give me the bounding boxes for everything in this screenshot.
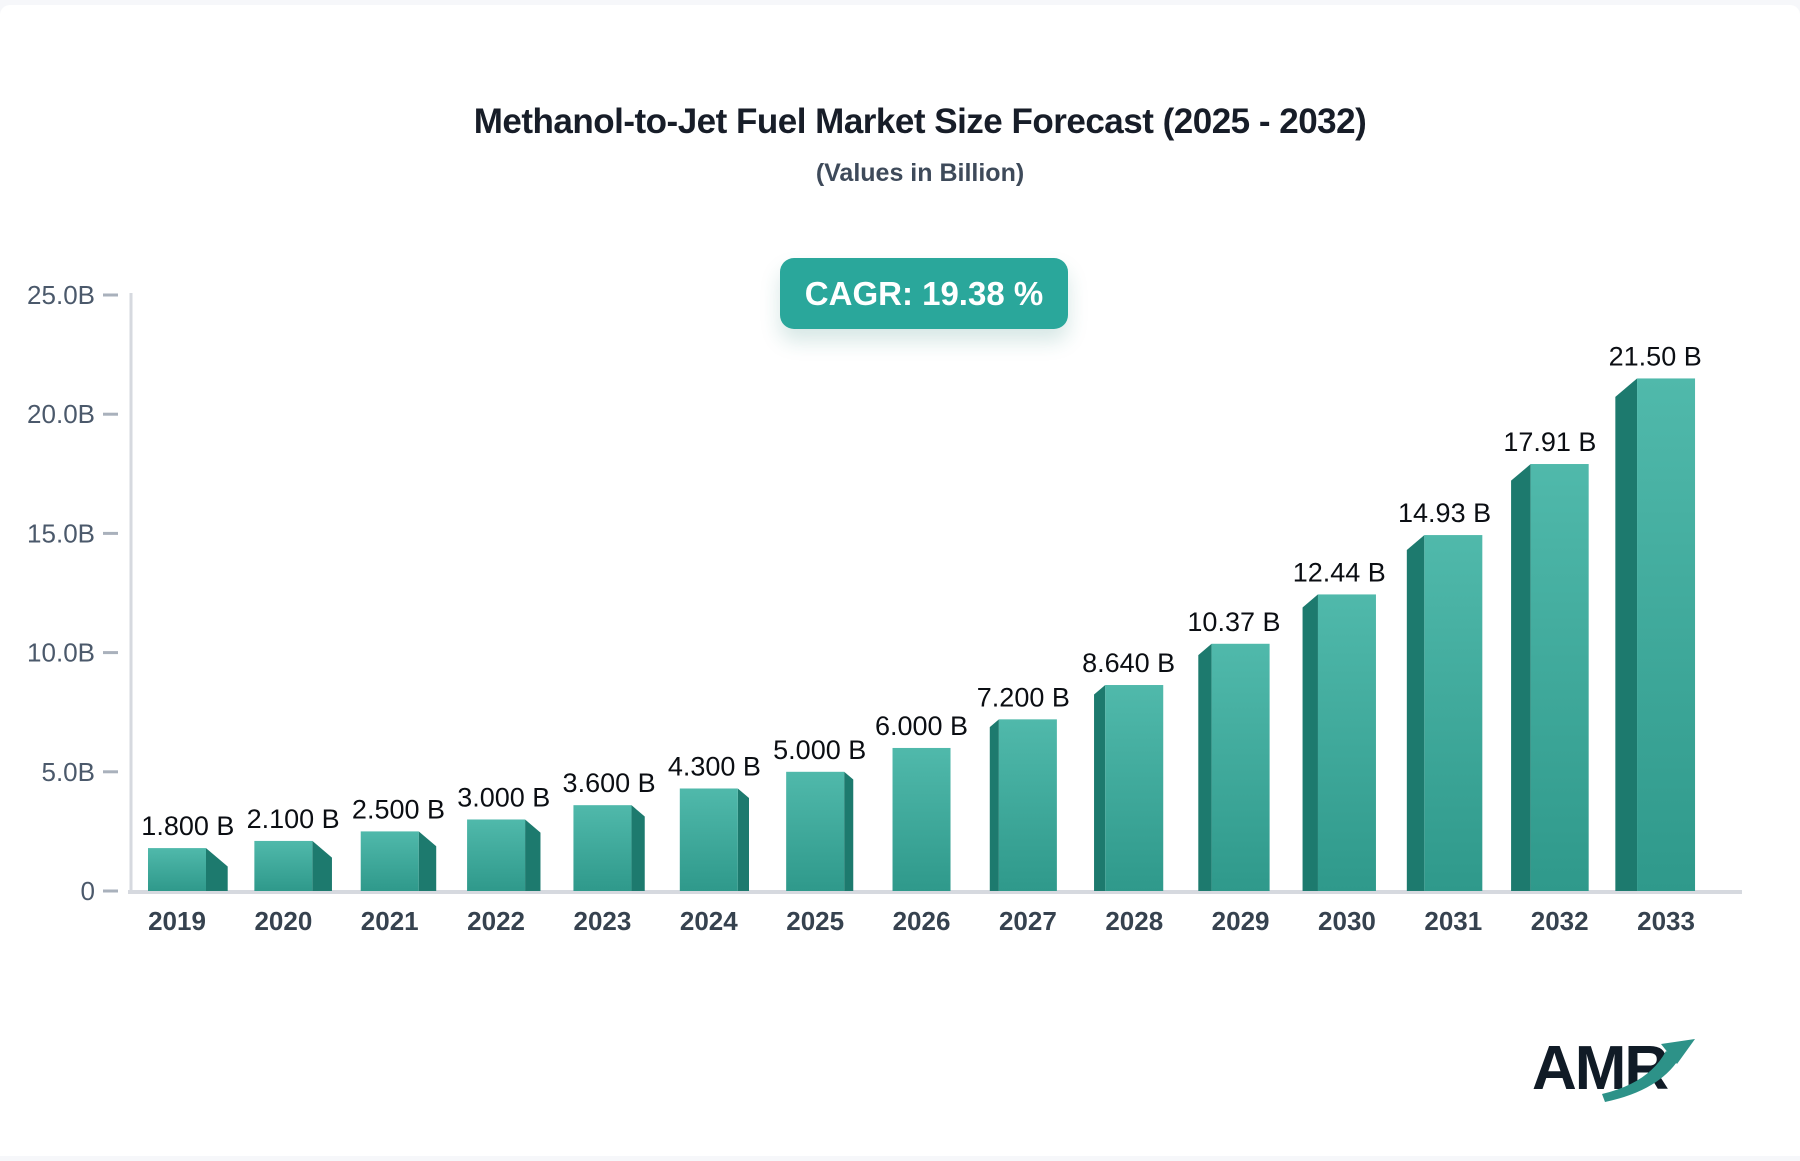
y-axis-label: 25.0B bbox=[27, 280, 95, 310]
x-axis-label: 2022 bbox=[467, 906, 525, 936]
bar-group-2027: 7.200 B 2027 bbox=[977, 682, 1070, 936]
bar-group-2019: 1.800 B 2019 bbox=[141, 811, 234, 936]
bar-side-face bbox=[844, 771, 854, 891]
y-axis-label: 15.0B bbox=[27, 518, 95, 548]
x-axis-label: 2027 bbox=[999, 906, 1057, 936]
y-axis-label: 5.0B bbox=[42, 757, 96, 787]
bar-group-2025: 5.000 B 2025 bbox=[773, 735, 866, 936]
bar-value-label: 2.100 B bbox=[247, 804, 340, 834]
bar-value-label: 3.000 B bbox=[457, 782, 550, 812]
chart-card: Methanol-to-Jet Fuel Market Size Forecas… bbox=[0, 5, 1800, 1156]
bar-side-face bbox=[1406, 535, 1425, 891]
bar-2030 bbox=[1317, 594, 1376, 891]
amr-logo: AMR bbox=[1532, 1033, 1712, 1123]
x-axis-label: 2023 bbox=[574, 906, 632, 936]
bar-group-2020: 2.100 B 2020 bbox=[247, 804, 340, 936]
x-axis-label: 2025 bbox=[786, 906, 844, 936]
bar-side-face bbox=[206, 848, 228, 891]
bar-value-label: 14.93 B bbox=[1398, 498, 1491, 528]
x-axis-label: 2029 bbox=[1212, 906, 1270, 936]
bar-value-label: 1.800 B bbox=[141, 811, 234, 841]
bar-side-face bbox=[1302, 594, 1318, 891]
bar-value-label: 21.50 B bbox=[1609, 341, 1702, 371]
bar-group-2028: 8.640 B 2028 bbox=[1082, 648, 1175, 936]
x-axis-label: 2024 bbox=[680, 906, 738, 936]
bar-2023 bbox=[573, 805, 632, 891]
bar-2033 bbox=[1637, 378, 1696, 891]
x-axis-label: 2019 bbox=[148, 906, 206, 936]
y-axis-label: 0 bbox=[81, 876, 95, 906]
x-axis-label: 2030 bbox=[1318, 906, 1376, 936]
bar-2022 bbox=[467, 819, 526, 891]
bar-2019 bbox=[148, 848, 206, 891]
bar-value-label: 8.640 B bbox=[1082, 648, 1175, 678]
bar-group-2032: 17.91 B 2032 bbox=[1503, 427, 1596, 936]
bar-value-label: 7.200 B bbox=[977, 682, 1070, 712]
bar-group-2026: 6.000 B 2026 bbox=[875, 711, 968, 936]
bar-group-2030: 12.44 B 2030 bbox=[1293, 557, 1386, 936]
bar-value-label: 10.37 B bbox=[1187, 607, 1280, 637]
growth-arrow-icon bbox=[1602, 1039, 1695, 1102]
bar-chart-plot: 25.0B 20.0B 15.0B 10.0B 5.0B 0 1.800 B 2019 2.10… bbox=[27, 280, 1742, 936]
bar-2027 bbox=[998, 719, 1057, 891]
bar-side-face bbox=[418, 831, 437, 891]
bar-2024 bbox=[679, 788, 738, 891]
bar-2032 bbox=[1530, 464, 1589, 891]
bar-side-face bbox=[989, 719, 999, 891]
bar-side-face bbox=[631, 805, 645, 891]
bar-2020 bbox=[254, 840, 313, 891]
x-axis-label: 2021 bbox=[361, 906, 419, 936]
x-axis-label: 2020 bbox=[254, 906, 312, 936]
x-axis-label: 2032 bbox=[1531, 906, 1589, 936]
bar-side-face bbox=[737, 788, 749, 891]
chart-title: Methanol-to-Jet Fuel Market Size Forecas… bbox=[473, 102, 1367, 141]
bar-2031 bbox=[1424, 535, 1483, 891]
bar-side-face bbox=[1094, 685, 1106, 891]
bar-2025 bbox=[786, 771, 845, 891]
bar-2029 bbox=[1211, 643, 1270, 891]
bar-side-face bbox=[1511, 464, 1531, 891]
bar-value-label: 17.91 B bbox=[1503, 427, 1596, 457]
bar-group-2033: 21.50 B 2033 bbox=[1609, 341, 1702, 936]
bar-group-2029: 10.37 B 2029 bbox=[1187, 607, 1280, 936]
bar-side-face bbox=[312, 840, 332, 891]
bar-group-2031: 14.93 B 2031 bbox=[1398, 498, 1491, 936]
bar-side-face bbox=[525, 819, 541, 891]
bar-value-label: 2.500 B bbox=[352, 794, 445, 824]
bar-group-2022: 3.000 B 2022 bbox=[457, 782, 550, 936]
x-axis-label: 2033 bbox=[1637, 906, 1695, 936]
y-axis-label: 10.0B bbox=[27, 638, 95, 668]
x-axis-label: 2028 bbox=[1105, 906, 1163, 936]
bar-value-label: 5.000 B bbox=[773, 735, 866, 765]
bar-group-2024: 4.300 B 2024 bbox=[668, 751, 761, 936]
bar-value-label: 3.600 B bbox=[563, 768, 656, 798]
x-axis-label: 2026 bbox=[893, 906, 951, 936]
bar-value-label: 4.300 B bbox=[668, 751, 761, 781]
bar-2028 bbox=[1105, 685, 1164, 891]
bar-2021 bbox=[360, 831, 419, 891]
bar-side-face bbox=[1615, 378, 1638, 891]
cagr-badge: CAGR: 19.38 % bbox=[780, 258, 1068, 329]
chart-subtitle: (Values in Billion) bbox=[815, 159, 1025, 187]
chart-header: Methanol-to-Jet Fuel Market Size Forecas… bbox=[0, 5, 1800, 188]
x-axis-label: 2031 bbox=[1424, 906, 1482, 936]
bar-side-face bbox=[1198, 643, 1212, 891]
amr-logo-text: AMR bbox=[1532, 1034, 1669, 1103]
y-axis-label: 20.0B bbox=[27, 399, 95, 429]
bar-group-2023: 3.600 B 2023 bbox=[563, 768, 656, 936]
bar-group-2021: 2.500 B 2021 bbox=[352, 794, 445, 936]
bar-value-label: 12.44 B bbox=[1293, 557, 1386, 587]
bar-2026 bbox=[892, 747, 951, 891]
bar-value-label: 6.000 B bbox=[875, 711, 968, 741]
